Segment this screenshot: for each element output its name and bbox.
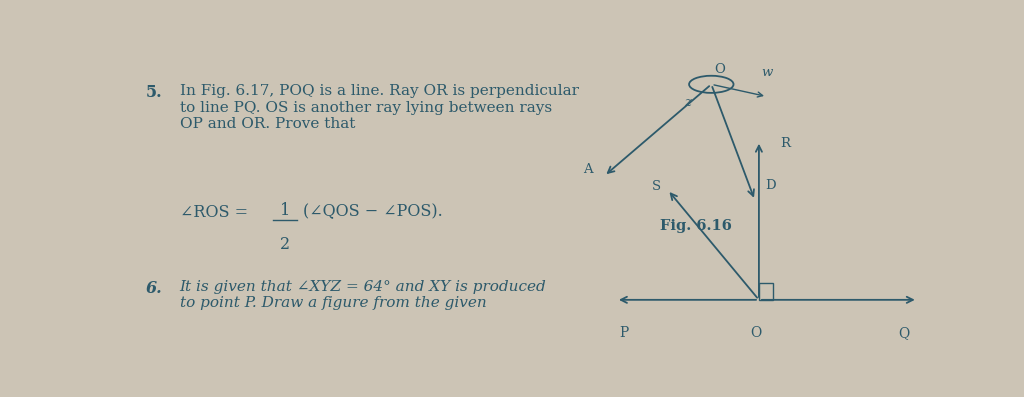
Text: (∠QOS − ∠POS).: (∠QOS − ∠POS). (303, 204, 442, 221)
Text: O: O (751, 326, 762, 340)
Text: Q: Q (898, 326, 909, 340)
Bar (759, 283, 773, 300)
Text: A: A (584, 164, 593, 176)
Text: ∠ROS =: ∠ROS = (179, 204, 253, 221)
Text: P: P (620, 326, 629, 340)
Text: O: O (714, 63, 725, 75)
Text: 5.: 5. (145, 84, 162, 101)
Text: z: z (684, 96, 691, 109)
Text: S: S (652, 180, 662, 193)
Text: In Fig. 6.17, POQ is a line. Ray OR is perpendicular
to line PQ. OS is another r: In Fig. 6.17, POQ is a line. Ray OR is p… (179, 84, 579, 131)
Text: 6.: 6. (145, 280, 162, 297)
Text: 1: 1 (280, 202, 290, 219)
Text: It is given that ∠XYZ = 64° and XY is produced
to point P. Draw a figure from th: It is given that ∠XYZ = 64° and XY is pr… (179, 280, 547, 310)
Text: Fig. 6.16: Fig. 6.16 (659, 219, 731, 233)
Text: w: w (761, 66, 772, 79)
Text: 2: 2 (281, 236, 290, 252)
Text: D: D (766, 179, 776, 192)
Text: R: R (780, 137, 791, 150)
